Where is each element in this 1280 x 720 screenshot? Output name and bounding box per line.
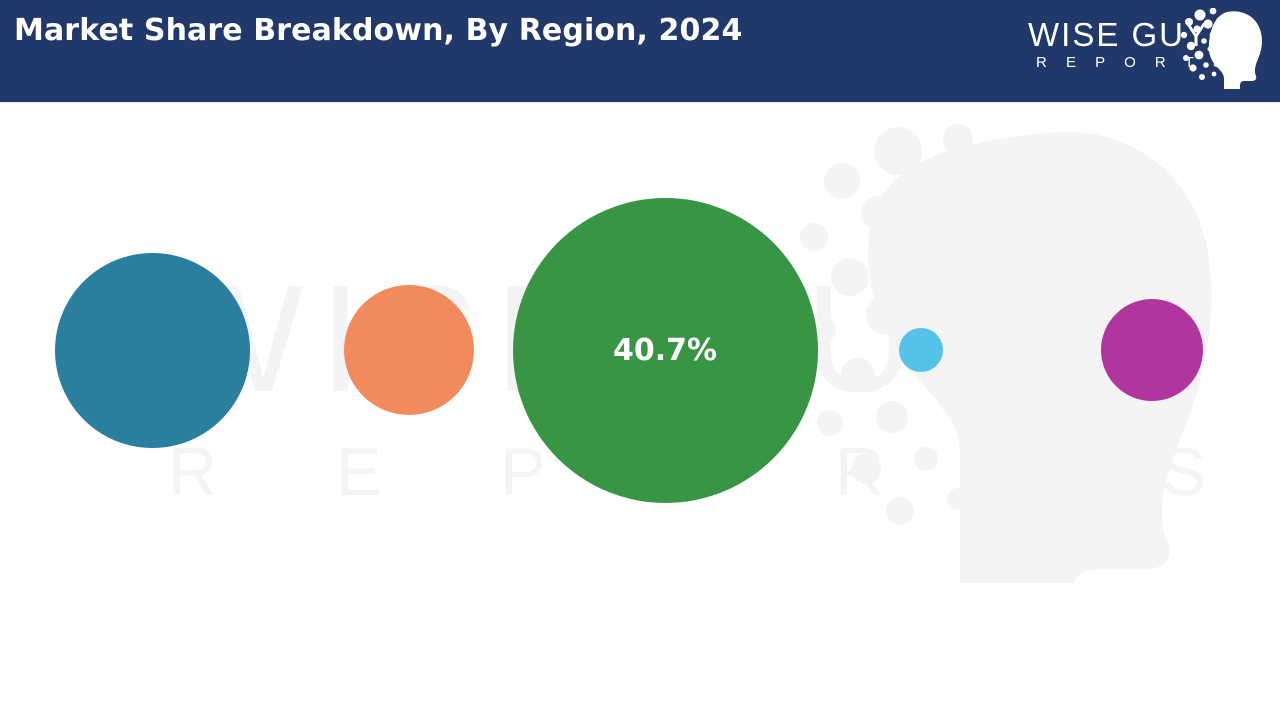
bubble-apac[interactable]: 40.7% xyxy=(512,197,818,503)
bubble-north-america[interactable] xyxy=(54,252,250,448)
bubble-europe[interactable] xyxy=(344,285,474,415)
bubble-south-america[interactable] xyxy=(899,328,943,372)
chart-header: Market Share Breakdown, By Region, 2024 … xyxy=(0,0,1280,102)
bubble-chart-canvas: WISE GUY R E P O R T S xyxy=(0,102,1280,720)
brand-logo: WISE GUY R E P O R T S xyxy=(1016,8,1266,90)
dotted-head-profile-icon xyxy=(1180,8,1262,90)
bubble-mea[interactable] xyxy=(1101,299,1203,401)
page-title: Market Share Breakdown, By Region, 2024 xyxy=(14,13,743,48)
bubble-value-label: 40.7% xyxy=(612,332,718,368)
logo-wordmark-secondary: R E P O R T S xyxy=(1036,54,1231,71)
logo-wordmark-primary: WISE GUY xyxy=(1028,16,1210,53)
